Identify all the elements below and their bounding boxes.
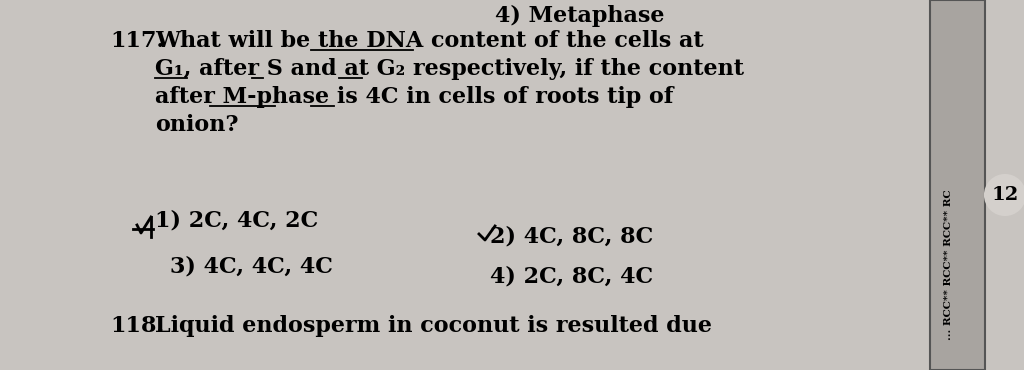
Bar bbox=[930, 0, 985, 370]
Text: Liquid endosperm in coconut is resulted due: Liquid endosperm in coconut is resulted … bbox=[155, 315, 712, 337]
Text: 4) 2C, 8C, 4C: 4) 2C, 8C, 4C bbox=[490, 265, 653, 287]
Text: 12: 12 bbox=[991, 186, 1019, 204]
Text: 117.: 117. bbox=[110, 30, 164, 52]
Circle shape bbox=[985, 175, 1024, 215]
Text: G₁, after S and at G₂ respectively, if the content: G₁, after S and at G₂ respectively, if t… bbox=[155, 58, 744, 80]
Text: 4) Metaphase: 4) Metaphase bbox=[496, 5, 665, 27]
Text: onion?: onion? bbox=[155, 114, 239, 136]
Text: 2) 4C, 8C, 8C: 2) 4C, 8C, 8C bbox=[490, 225, 653, 247]
Text: 3) 4C, 4C, 4C: 3) 4C, 4C, 4C bbox=[170, 255, 333, 277]
Text: 118.: 118. bbox=[110, 315, 164, 337]
Text: 1) 2C, 4C, 2C: 1) 2C, 4C, 2C bbox=[155, 210, 318, 232]
Text: What will be the DNA content of the cells at: What will be the DNA content of the cell… bbox=[155, 30, 703, 52]
Text: ... RCC** RCC** RCC** RC: ... RCC** RCC** RCC** RC bbox=[944, 189, 953, 340]
Text: after M-phase is 4C in cells of roots tip of: after M-phase is 4C in cells of roots ti… bbox=[155, 86, 674, 108]
